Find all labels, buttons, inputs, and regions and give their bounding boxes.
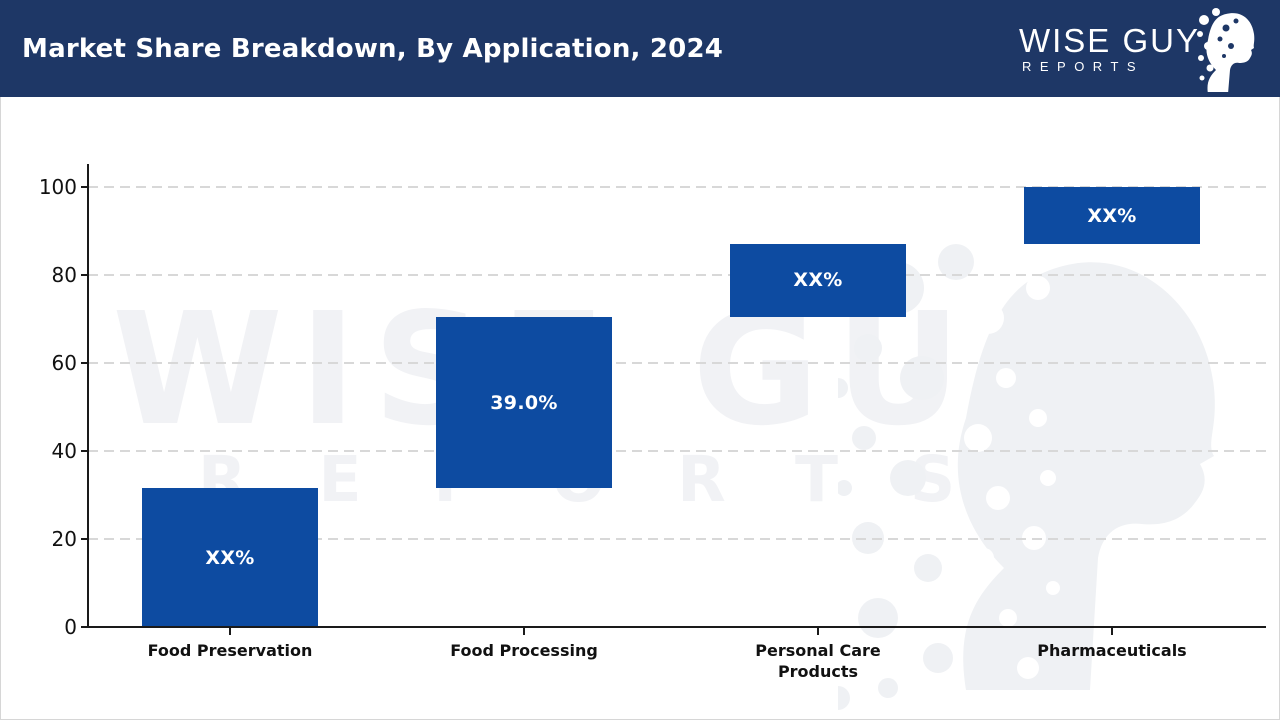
head-profile-icon bbox=[1197, 7, 1255, 92]
y-axis-tick bbox=[81, 186, 88, 188]
y-axis-tick bbox=[81, 538, 88, 540]
y-gridline bbox=[88, 450, 1266, 452]
header-bar: Market Share Breakdown, By Application, … bbox=[0, 0, 1280, 97]
y-axis-tick-label: 80 bbox=[51, 263, 77, 287]
y-gridline bbox=[88, 362, 1266, 364]
x-axis-category-label: Pharmaceuticals bbox=[1037, 641, 1187, 660]
y-axis-tick-label: 0 bbox=[64, 615, 77, 639]
y-gridline bbox=[88, 186, 1266, 188]
x-axis-category-label: Food Processing bbox=[450, 641, 598, 660]
y-axis-tick-label: 100 bbox=[38, 175, 77, 199]
bar-value-label: XX% bbox=[1087, 204, 1137, 227]
logo-text: WISE GUY REPORTS bbox=[1019, 24, 1200, 73]
bar-value-label: XX% bbox=[793, 269, 843, 292]
x-axis-line bbox=[87, 626, 1266, 628]
y-axis-tick-label: 60 bbox=[51, 351, 77, 375]
x-axis-tick bbox=[523, 627, 525, 635]
x-axis-tick bbox=[229, 627, 231, 635]
y-axis-tick-label: 20 bbox=[51, 527, 77, 551]
y-axis-tick bbox=[81, 626, 88, 628]
y-axis-tick bbox=[81, 362, 88, 364]
y-axis-tick-label: 40 bbox=[51, 439, 77, 463]
x-axis-tick bbox=[817, 627, 819, 635]
y-axis-tick bbox=[81, 274, 88, 276]
logo-subtext: REPORTS bbox=[1021, 59, 1145, 74]
bar-pharmaceuticals: XX% bbox=[1024, 187, 1200, 245]
bar-food-preservation: XX% bbox=[142, 488, 318, 627]
x-axis-tick bbox=[1111, 627, 1113, 635]
y-axis-tick bbox=[81, 450, 88, 452]
bar-food-processing: 39.0% bbox=[436, 316, 612, 489]
bar-value-label: XX% bbox=[205, 546, 255, 569]
logo-wordmark: WISE GUY bbox=[1018, 22, 1200, 59]
page-title: Market Share Breakdown, By Application, … bbox=[22, 33, 724, 64]
watermark-head-graphic bbox=[838, 244, 1215, 710]
y-gridline bbox=[88, 538, 1266, 540]
y-gridline bbox=[88, 274, 1266, 276]
wise-guy-reports-logo: WISE GUY REPORTS bbox=[1019, 6, 1258, 92]
y-axis-line bbox=[87, 164, 89, 628]
bar-value-label: 39.0% bbox=[490, 391, 558, 414]
bar-personal-care-products: XX% bbox=[730, 244, 906, 317]
x-axis-category-label: Food Preservation bbox=[147, 641, 313, 660]
x-axis-category-label: Personal Care Products bbox=[755, 641, 881, 681]
